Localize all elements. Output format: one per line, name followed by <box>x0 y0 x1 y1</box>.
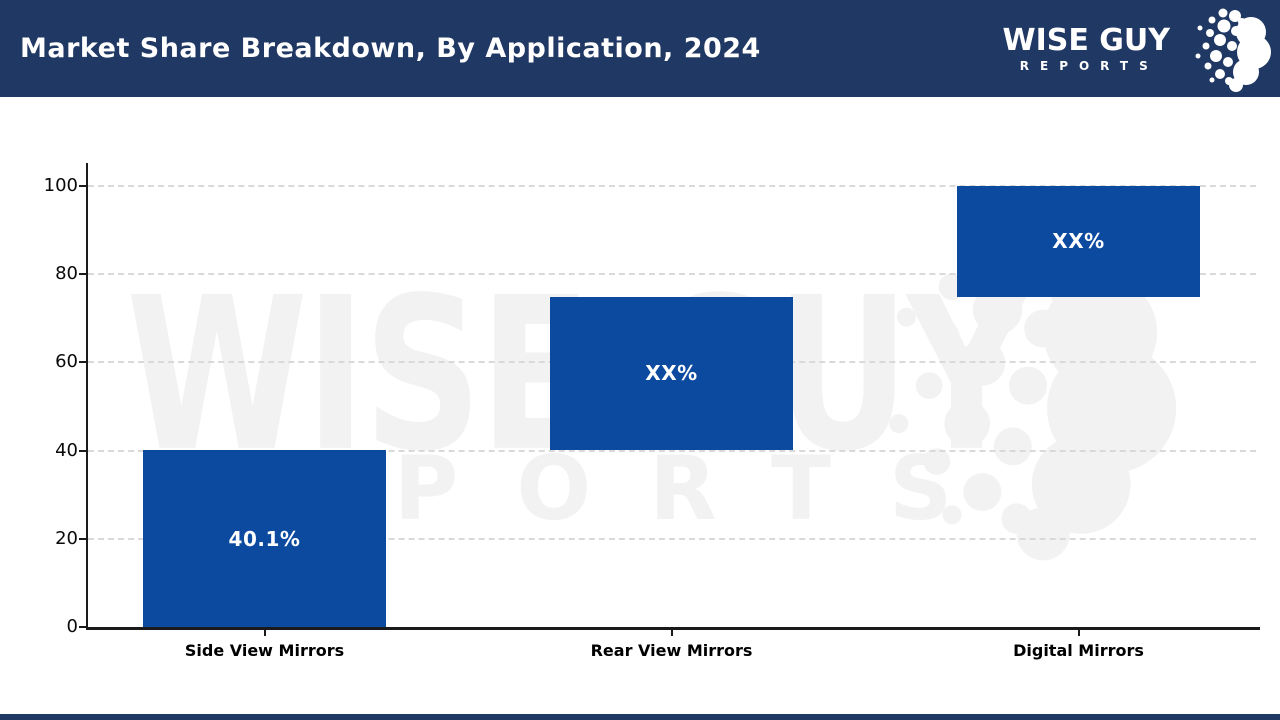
y-tick-mark <box>79 537 86 540</box>
y-tick-label: 80 <box>55 263 78 285</box>
footer-band <box>0 714 1280 720</box>
x-axis-spine <box>86 627 1260 630</box>
y-tick-mark <box>79 626 86 628</box>
chart-area: WISE GUY REPORTS 0 20 40 60 80 100 40. <box>0 97 1280 714</box>
logo-text: WISE GUY REPORTS <box>1002 26 1170 75</box>
x-category-label: Side View Mirrors <box>184 641 345 660</box>
bar-digital-mirrors: XX% <box>957 186 1200 297</box>
bar-value-label: 40.1% <box>228 526 301 551</box>
y-tick-label: 60 <box>55 351 78 373</box>
x-tick-mark <box>263 630 266 636</box>
logo-wordmark: WISE GUY <box>1002 23 1170 59</box>
gridline <box>88 273 1256 276</box>
x-category-label: Digital Mirrors <box>1013 641 1144 660</box>
bar-value-label: XX% <box>645 361 698 386</box>
y-tick-mark <box>79 185 86 187</box>
bar-rear-view-mirrors: XX% <box>550 296 793 451</box>
logo-face-icon <box>1195 8 1271 92</box>
y-tick-label: 100 <box>43 175 78 196</box>
y-tick-mark <box>79 361 86 364</box>
plot-layer: 0 20 40 60 80 100 40.1% Side View Mirrors XX% Rea… <box>0 97 1280 714</box>
x-category-label: Rear View Mirrors <box>590 641 753 660</box>
logo-subtitle: REPORTS <box>1019 59 1159 74</box>
bar-side-view-mirrors: 40.1% <box>143 450 386 627</box>
x-tick-mark <box>1077 630 1080 636</box>
gridline <box>88 185 1256 187</box>
y-tick-mark <box>79 273 86 276</box>
y-tick-mark <box>79 449 86 452</box>
y-tick-label: 20 <box>55 527 78 549</box>
bar-value-label: XX% <box>1052 229 1105 254</box>
gridline <box>88 537 1256 540</box>
gridline <box>88 449 1256 452</box>
page-title: Market Share Breakdown, By Application, … <box>20 33 761 64</box>
y-tick-label: 0 <box>66 616 78 637</box>
y-axis-spine <box>86 163 88 629</box>
header-band: Market Share Breakdown, By Application, … <box>0 0 1280 97</box>
wiseguy-reports-logo: WISE GUY REPORTS <box>1002 0 1272 97</box>
x-tick-mark <box>670 630 673 636</box>
y-tick-label: 40 <box>55 439 78 461</box>
